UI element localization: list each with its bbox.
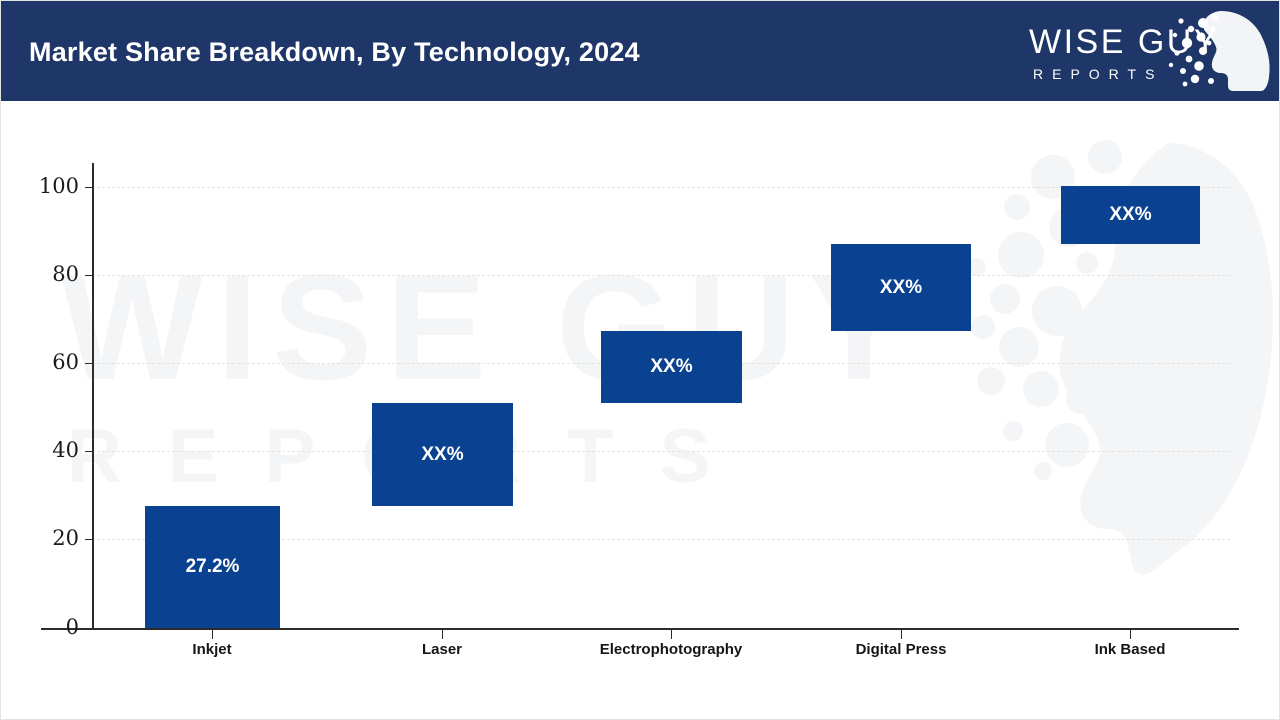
gridline-20: [92, 539, 1230, 540]
x-tick-mark-ink-based: [1130, 628, 1131, 639]
page-title: Market Share Breakdown, By Technology, 2…: [29, 37, 640, 67]
y-axis-line: [92, 163, 94, 629]
wise-guy-reports-logo: WISE GUY REPORTS: [1025, 9, 1273, 93]
y-tick-label-40: 40: [52, 438, 79, 462]
bar-label-electrophotography: XX%: [650, 356, 693, 377]
bar-label-inkjet: 27.2%: [185, 556, 240, 577]
bar-label-digital-press: XX%: [879, 276, 923, 298]
gridline-80: [92, 275, 1230, 276]
bar-label-laser: XX%: [421, 443, 464, 465]
bar-digital-press[interactable]: XX%: [831, 244, 971, 331]
logo-secondary-text: REPORTS: [1033, 66, 1163, 82]
x-tick-label-inkjet: Inkjet: [192, 641, 232, 658]
logo-primary-text: WISE GUY: [1029, 23, 1219, 61]
x-tick-mark-electrophotography: [671, 628, 672, 639]
y-tick-label-80: 80: [52, 262, 79, 286]
gridline-40: [92, 451, 1230, 452]
y-tick-mark-20: [85, 539, 94, 540]
y-tick-label-0: 0: [65, 615, 79, 639]
y-tick-mark-60: [85, 363, 94, 364]
y-tick-label-20: 20: [52, 526, 79, 550]
y-tick-mark-40: [85, 451, 94, 452]
y-tick-mark-0: [85, 628, 94, 629]
gridline-100: [92, 187, 1230, 188]
y-tick-mark-80: [85, 275, 94, 276]
x-tick-label-ink-based: Ink Based: [1094, 641, 1166, 658]
y-tick-label-100: 100: [38, 174, 79, 198]
x-tick-label-electrophotography: Electrophotography: [599, 641, 743, 658]
bar-laser[interactable]: XX%: [372, 403, 513, 506]
bar-label-ink-based: XX%: [1109, 204, 1152, 225]
x-tick-mark-digital-press: [901, 628, 902, 639]
chart-header: Market Share Breakdown, By Technology, 2…: [1, 1, 1279, 101]
watermark-primary-text: WISE GUY: [61, 243, 924, 411]
x-tick-mark-inkjet: [212, 628, 213, 639]
bar-ink-based[interactable]: XX%: [1061, 186, 1200, 244]
chart-plot-area: WISE GUY REPORTS: [1, 101, 1279, 719]
y-tick-mark-100: [85, 187, 94, 188]
bar-inkjet[interactable]: 27.2%: [145, 506, 280, 628]
bar-electrophotography[interactable]: XX%: [601, 331, 742, 403]
x-tick-label-digital-press: Digital Press: [855, 641, 947, 658]
logo-icon: WISE GUY REPORTS: [1029, 11, 1270, 91]
x-tick-label-laser: Laser: [421, 641, 463, 658]
y-tick-label-60: 60: [52, 350, 79, 374]
x-tick-mark-laser: [442, 628, 443, 639]
x-axis-line: [41, 628, 1239, 630]
